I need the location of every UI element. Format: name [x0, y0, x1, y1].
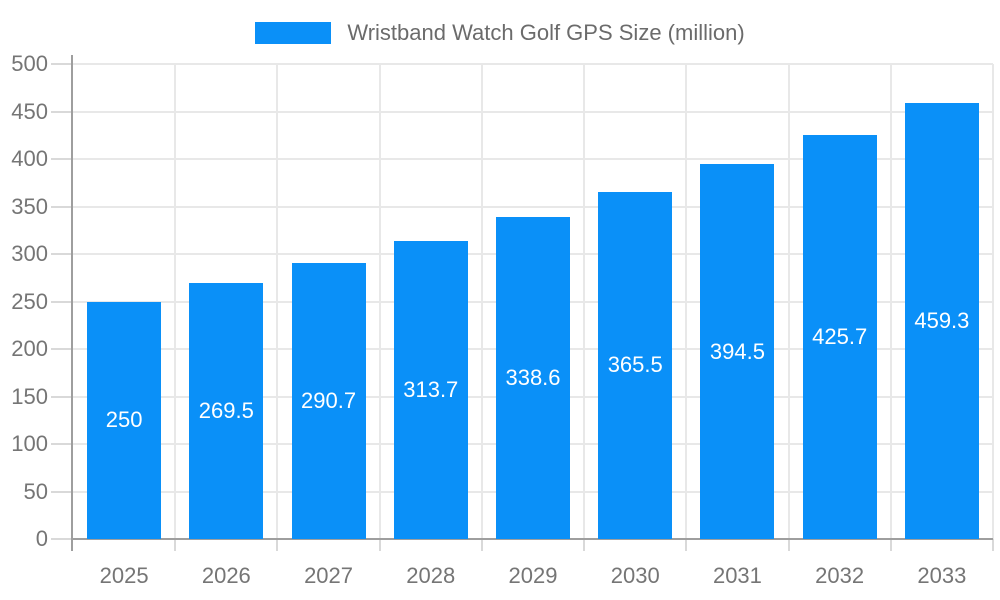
bar	[87, 301, 162, 539]
y-axis-tick	[51, 300, 72, 303]
y-axis-tick	[51, 253, 72, 255]
bar	[598, 191, 673, 539]
bar	[393, 240, 468, 539]
x-axis-tick-label: 2032	[815, 563, 865, 588]
bar-value-label: 269.5	[198, 397, 254, 423]
bar	[496, 217, 570, 539]
x-gridline	[378, 64, 381, 539]
y-axis-tick	[51, 110, 72, 113]
y-axis-tick-label: 100	[11, 431, 48, 456]
y-axis-line	[71, 55, 73, 551]
bar	[189, 282, 264, 539]
bar	[802, 134, 877, 539]
x-axis-tick	[276, 539, 279, 551]
legend[interactable]: Wristband Watch Golf GPS Size (million)	[0, 21, 1000, 45]
y-axis-tick-label: 50	[23, 478, 48, 504]
x-gridline	[685, 64, 688, 539]
x-axis-tick	[378, 539, 381, 551]
x-gridline	[787, 64, 790, 539]
y-gridline	[73, 158, 993, 160]
y-axis-tick-label: 200	[11, 336, 48, 361]
x-gridline	[992, 64, 994, 539]
x-gridline	[480, 64, 483, 539]
bar	[700, 164, 775, 539]
y-axis-tick-label: 150	[11, 383, 48, 409]
x-axis-tick-label: 2027	[304, 563, 354, 588]
x-gridline	[276, 64, 279, 539]
x-axis-tick-label: 2033	[917, 563, 967, 588]
x-axis-tick	[889, 539, 892, 551]
x-axis-tick	[787, 539, 790, 551]
bar-value-label: 290.7	[301, 387, 357, 413]
y-gridline	[73, 110, 993, 113]
y-gridline	[73, 63, 993, 65]
y-axis-tick	[51, 205, 72, 208]
x-axis-tick	[992, 539, 994, 551]
y-axis-tick-label: 250	[11, 288, 48, 314]
x-axis-tick-label: 2026	[201, 563, 251, 588]
legend-swatch[interactable]	[255, 22, 332, 44]
y-axis-tick-label: 400	[11, 146, 48, 171]
y-axis-tick	[51, 348, 72, 350]
bar-value-label: 313.7	[403, 376, 459, 402]
y-axis-tick-label: 350	[11, 193, 48, 219]
y-axis-tick	[51, 158, 72, 160]
x-axis-tick-label: 2025	[99, 563, 149, 588]
bar-value-label: 459.3	[914, 307, 970, 333]
bar	[291, 262, 366, 539]
y-axis-tick	[51, 490, 72, 493]
y-axis-tick	[51, 395, 72, 398]
bar-value-label: 425.7	[812, 323, 868, 349]
x-axis-line	[71, 538, 993, 540]
bar-value-label: 394.5	[709, 338, 765, 364]
x-axis-tick	[583, 539, 586, 551]
legend-label[interactable]: Wristband Watch Golf GPS Size (million)	[347, 20, 745, 45]
bar-value-label: 338.6	[505, 365, 561, 391]
x-axis-tick-label: 2030	[610, 563, 660, 588]
x-gridline	[583, 64, 586, 539]
y-axis-tick	[51, 63, 72, 65]
y-gridline	[73, 205, 993, 208]
bar-value-label: 365.5	[607, 352, 663, 378]
x-axis-tick-label: 2029	[508, 563, 558, 588]
x-axis-tick-label: 2031	[712, 563, 762, 588]
x-gridline	[174, 64, 177, 539]
x-gridline	[889, 64, 892, 539]
bar-value-label: 250	[105, 407, 143, 433]
y-axis-tick-label: 500	[11, 51, 48, 76]
bar	[904, 102, 979, 539]
y-axis-tick-label: 450	[11, 98, 48, 124]
x-axis-tick	[685, 539, 688, 551]
x-axis-tick-label: 2028	[406, 563, 456, 588]
y-axis-tick	[51, 443, 72, 445]
y-axis-tick-label: 0	[35, 526, 48, 551]
y-axis-tick-label: 300	[11, 241, 48, 266]
x-axis-tick	[174, 539, 177, 551]
x-axis-tick	[480, 539, 483, 551]
y-axis-tick	[51, 538, 72, 540]
